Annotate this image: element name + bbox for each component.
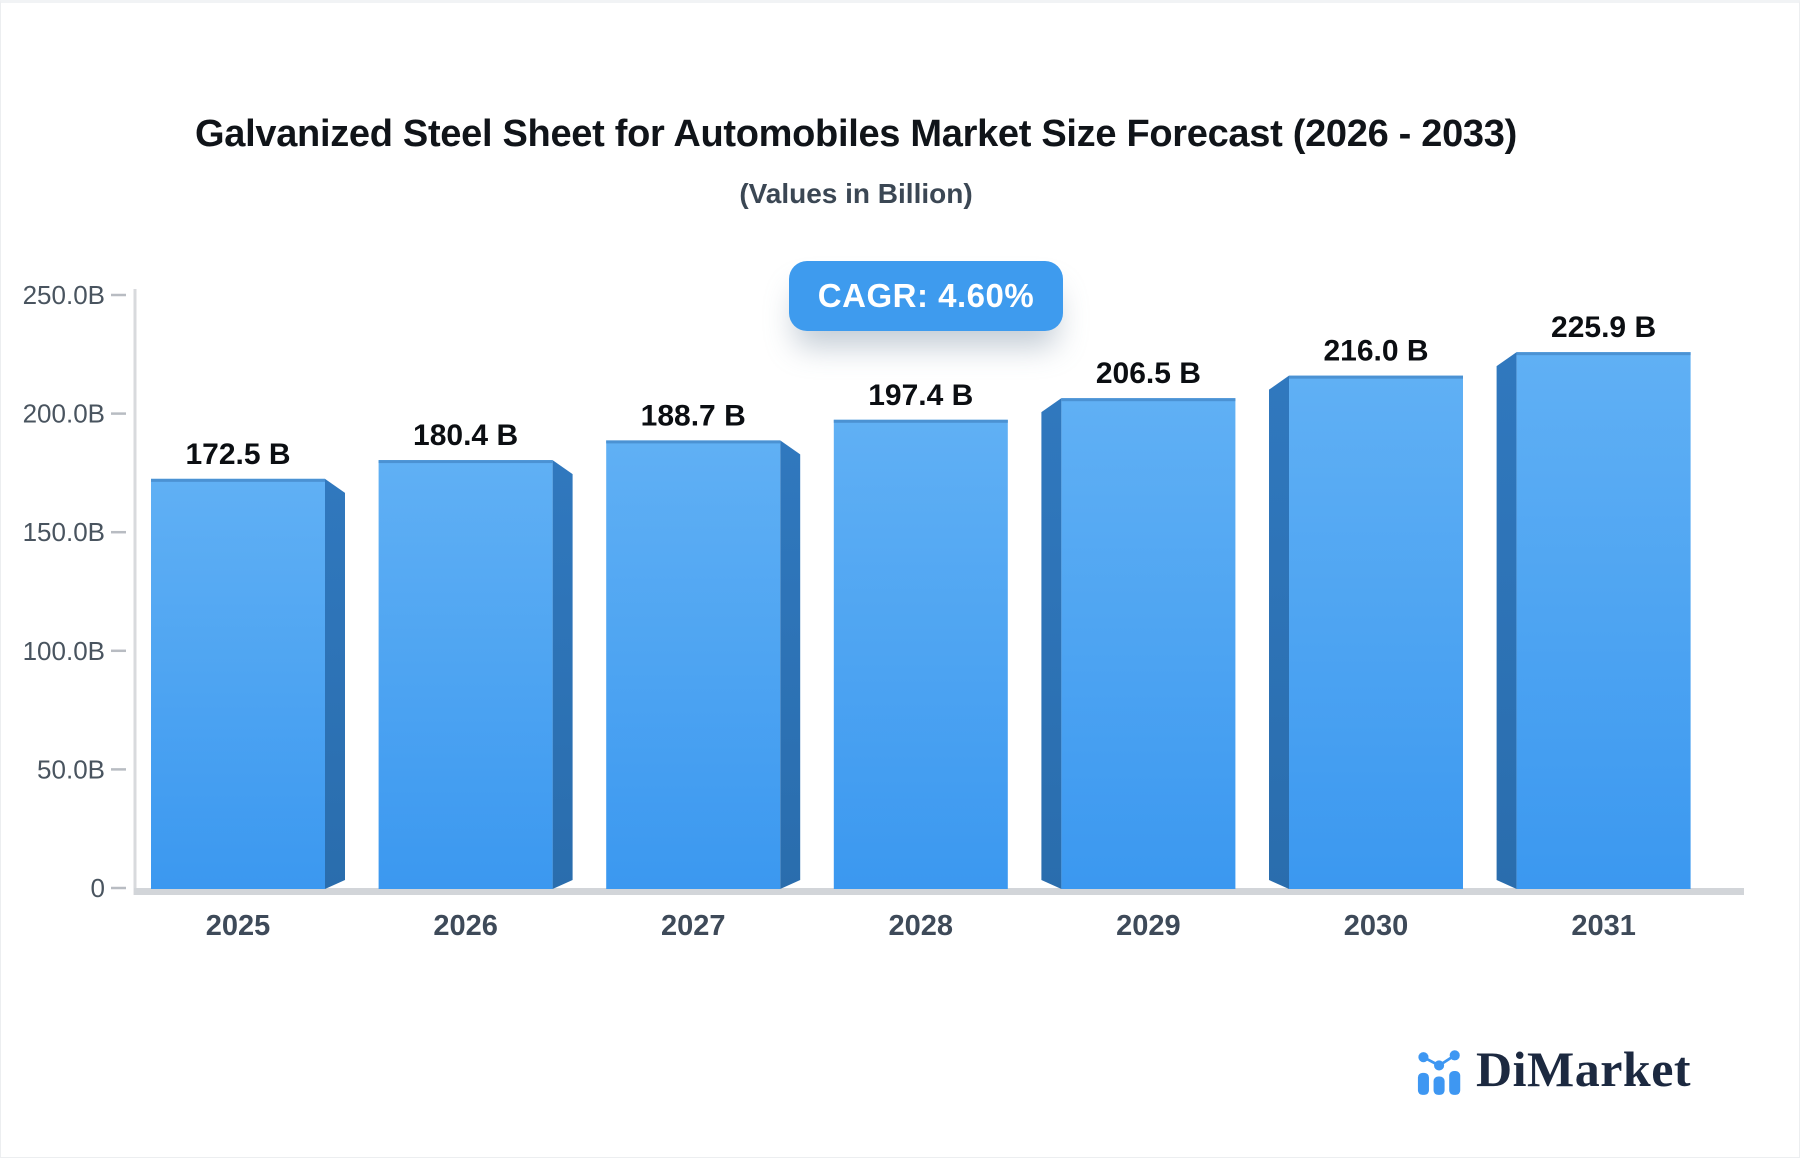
bar-value-label: 206.5 B	[1096, 357, 1201, 390]
bar-value-label: 180.4 B	[413, 419, 518, 452]
bar-top-edge	[1061, 398, 1236, 402]
chart-header: Galvanized Steel Sheet for Automobiles M…	[1, 113, 1711, 210]
x-axis-label: 2028	[889, 910, 954, 942]
y-axis-label: 50.0B	[37, 754, 105, 784]
dimarket-logo: DiMarket	[1417, 1043, 1691, 1095]
bar-side-face	[1269, 375, 1289, 889]
bar-face	[833, 419, 1008, 889]
bar-face	[1516, 352, 1691, 890]
bar-face	[151, 478, 325, 889]
market-size-bar-chart: 0 50.0B 100.0B 150.0B 200.0B 250.0B 172.5 B 202…	[23, 280, 1744, 942]
y-axis-label: 200.0B	[23, 399, 105, 429]
page-title: Galvanized Steel Sheet for Automobiles M…	[195, 113, 1517, 155]
bar-side-face	[325, 478, 345, 889]
x-axis-label: 2029	[1116, 910, 1181, 942]
bar-top-edge	[833, 419, 1008, 423]
bar-value-label: 197.4 B	[868, 379, 973, 412]
bar-2027[interactable]: 188.7 B	[606, 399, 801, 889]
bar-face	[1061, 398, 1236, 889]
x-axis-label: 2025	[206, 910, 271, 942]
bar-value-label: 188.7 B	[641, 399, 746, 432]
y-axis-label: 250.0B	[23, 280, 105, 310]
x-axis-baseline	[134, 888, 1744, 895]
bar-value-label: 225.9 B	[1551, 311, 1656, 344]
bar-2025[interactable]: 172.5 B	[151, 438, 345, 889]
bar-2028[interactable]: 197.4 B	[833, 379, 1008, 889]
x-axis-label: 2027	[661, 910, 726, 942]
x-axis-label: 2031	[1571, 910, 1636, 942]
bar-2030[interactable]: 216.0 B	[1269, 335, 1463, 889]
bar-side-face	[780, 440, 801, 889]
bar-value-label: 172.5 B	[185, 438, 290, 471]
y-axis-label: 150.0B	[23, 517, 105, 547]
y-axis-label: 0	[91, 873, 105, 903]
x-axis-label: 2030	[1344, 910, 1409, 942]
bar-2026[interactable]: 180.4 B	[378, 419, 573, 889]
bar-side-face	[1041, 398, 1062, 889]
bar-side-face	[1496, 352, 1517, 890]
bar-2029[interactable]: 206.5 B	[1041, 357, 1236, 889]
bar-face	[606, 440, 781, 889]
bar-top-edge	[1516, 352, 1691, 356]
x-axis-label: 2026	[433, 910, 498, 942]
mini-bar-chart-icon	[1417, 1050, 1461, 1095]
cagr-badge: CAGR: 4.60%	[789, 261, 1063, 331]
logo-text: DiMarket	[1476, 1041, 1692, 1097]
bar-value-label: 216.0 B	[1323, 335, 1428, 368]
bar-side-face	[552, 460, 573, 889]
bar-top-edge	[151, 478, 325, 482]
bar-top-edge	[606, 440, 781, 444]
bar-top-edge	[1289, 375, 1463, 379]
chart-subtitle: (Values in Billion)	[739, 178, 973, 209]
bar-face	[1289, 375, 1463, 889]
bar-top-edge	[378, 460, 553, 464]
bar-2031[interactable]: 225.9 B	[1496, 311, 1691, 890]
bar-face	[378, 460, 553, 889]
y-axis-label: 100.0B	[23, 636, 105, 666]
